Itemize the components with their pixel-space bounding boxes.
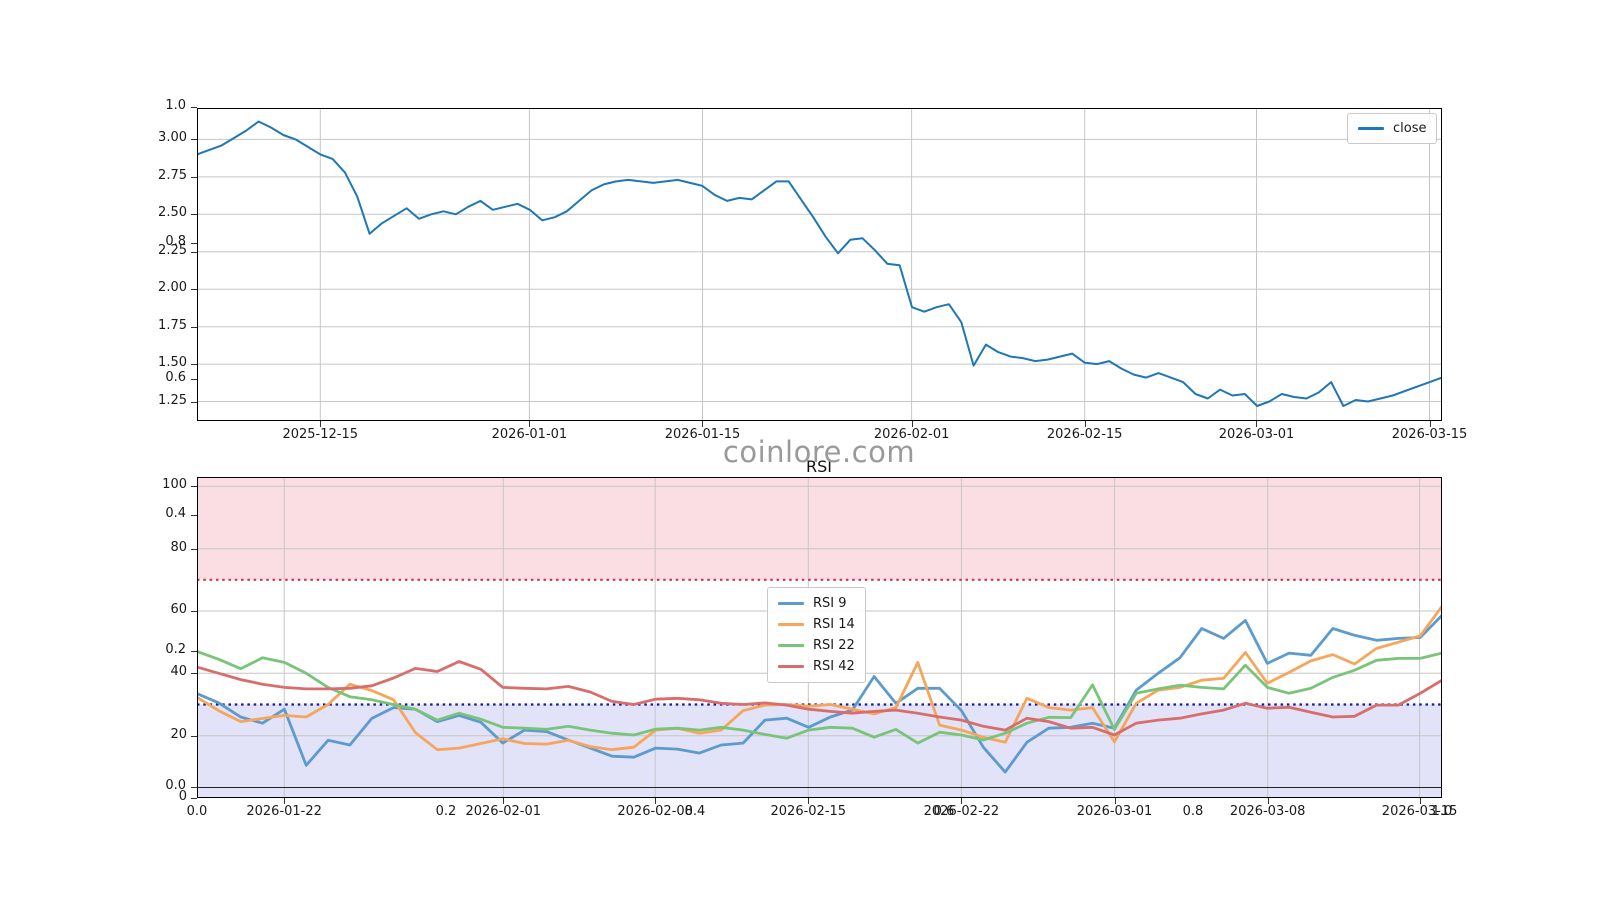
y-tick-label: 2.00	[158, 280, 187, 296]
tick-mark	[1115, 798, 1116, 804]
y-tick-label: 40	[170, 664, 187, 680]
rsi-chart	[197, 477, 1442, 798]
rsi9-line-swatch	[778, 602, 804, 605]
overlay-axis-spine	[197, 787, 1442, 788]
legend-rsi: RSI 9 RSI 14 RSI 22 RSI 42	[767, 587, 866, 683]
x-tick-label: 2026-03-01	[1076, 804, 1153, 819]
legend-label-rsi14: RSI 14	[813, 617, 855, 632]
x-tick-label: 2026-02-15	[1046, 427, 1123, 442]
tick-mark	[655, 798, 656, 804]
x-tick-label: 2026-03-08	[1229, 804, 1306, 819]
legend-label-rsi22: RSI 22	[813, 638, 855, 653]
x-tick-label: 2026-03-15	[1391, 427, 1468, 442]
rsi42-line-swatch	[778, 665, 804, 668]
overlay-y-tick-label: 0.4	[165, 506, 186, 521]
x-tick-label: 2026-03-01	[1218, 427, 1295, 442]
y-tick-label: 100	[162, 477, 187, 493]
legend-label-rsi9: RSI 9	[813, 596, 847, 611]
overlay-y-tick-label: 0.8	[165, 234, 186, 249]
x-tick-label: 2026-02-15	[770, 804, 847, 819]
x-tick-label: 2026-01-01	[491, 427, 568, 442]
legend-entry-close: close	[1358, 118, 1426, 139]
legend-label-close: close	[1393, 121, 1427, 136]
y-tick-label: 1.25	[158, 392, 187, 408]
y-tick-label: 2.25	[158, 242, 187, 258]
legend-entry-rsi42: RSI 42	[778, 656, 855, 677]
legend-entry-rsi9: RSI 9	[778, 593, 855, 614]
overlay-y-tick-label: 0.2	[165, 642, 186, 657]
tick-mark	[284, 798, 285, 804]
tick-mark	[1256, 421, 1257, 427]
legend-entry-rsi14: RSI 14	[778, 614, 855, 635]
y-tick-label: 1.75	[158, 317, 187, 333]
y-tick-label: 2.50	[158, 205, 187, 221]
legend-close: close	[1347, 113, 1438, 144]
watermark: coinlore.com	[722, 435, 916, 469]
overlay-x-tick-label: 1.0	[1431, 804, 1453, 819]
x-tick-label: 2026-01-22	[246, 804, 322, 819]
rsi22-line-swatch	[778, 644, 804, 647]
overlay-y-tick-label: 1.0	[165, 98, 186, 113]
y-tick-label: 0	[178, 789, 187, 804]
overlay-x-tick-label: 0.4	[684, 804, 706, 819]
x-tick-label: 2026-02-01	[465, 804, 542, 819]
overlay-x-tick-label: 0.0	[186, 804, 208, 819]
tick-mark	[1420, 798, 1421, 804]
overlay-y-tick-label: 0.0	[165, 778, 186, 793]
close-line-swatch	[1358, 127, 1384, 130]
x-tick-label: 2026-02-22	[923, 804, 1000, 819]
legend-label-rsi42: RSI 42	[813, 659, 855, 674]
overlay-x-tick-label: 0.8	[1182, 804, 1204, 819]
x-tick-label: 2026-03-15	[1381, 804, 1458, 819]
overlay-y-tick-label: 0.6	[165, 370, 186, 385]
overlay-x-tick-label: 0.2	[435, 804, 457, 819]
y-tick-label: 20	[170, 726, 187, 742]
tick-mark	[1430, 421, 1431, 427]
y-tick-label: 1.50	[158, 355, 187, 371]
tick-mark	[1085, 421, 1086, 427]
price-chart	[197, 108, 1442, 421]
tick-mark	[702, 421, 703, 427]
x-tick-label: 2025-12-15	[282, 427, 359, 442]
tick-mark	[191, 798, 197, 799]
tick-mark	[808, 798, 809, 804]
rsi14-line-swatch	[778, 623, 804, 626]
overlay-x-tick-label: 0.6	[933, 804, 955, 819]
legend-entry-rsi22: RSI 22	[778, 635, 855, 656]
y-tick-label: 2.75	[158, 167, 187, 183]
tick-mark	[320, 421, 321, 427]
tick-mark	[912, 421, 913, 427]
y-tick-label: 3.00	[158, 130, 187, 146]
rsi-title: RSI	[806, 457, 832, 476]
y-tick-label: 80	[170, 539, 187, 555]
y-tick-label: 60	[170, 602, 187, 617]
tick-mark	[1268, 798, 1269, 804]
tick-mark	[961, 798, 962, 804]
tick-mark	[529, 421, 530, 427]
x-tick-label: 2026-02-08	[617, 804, 693, 819]
tick-mark	[503, 798, 504, 804]
